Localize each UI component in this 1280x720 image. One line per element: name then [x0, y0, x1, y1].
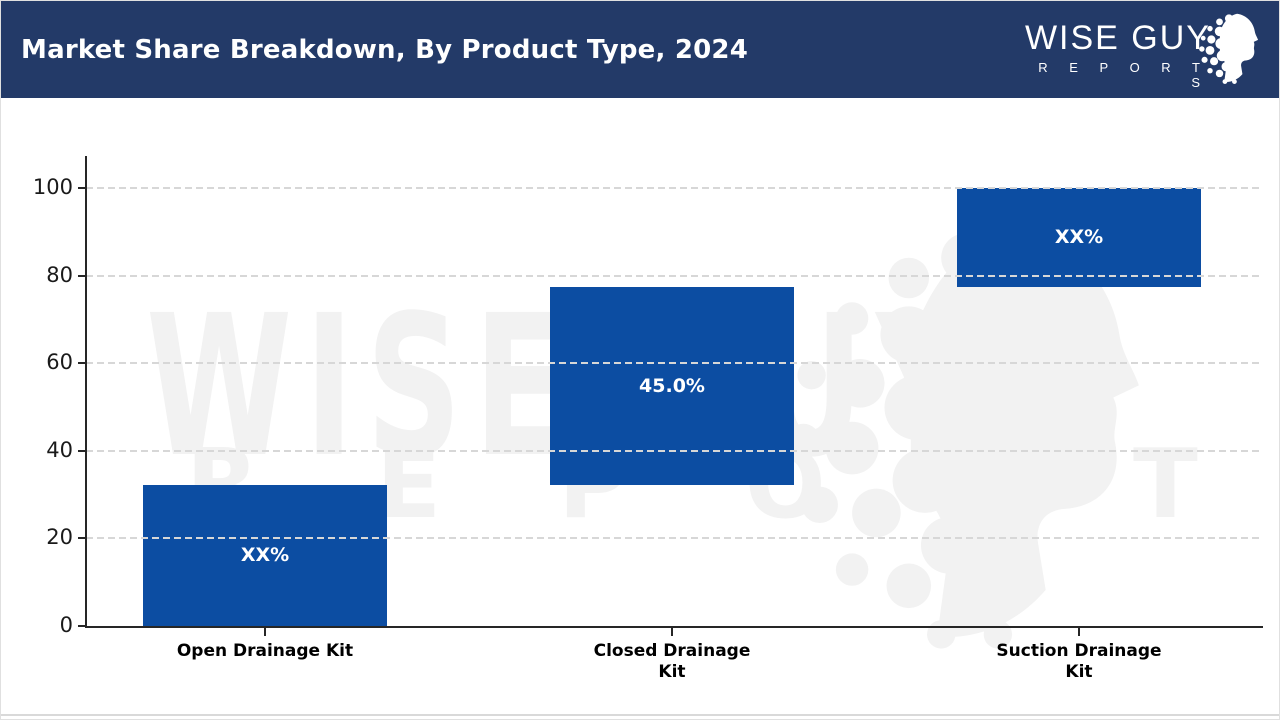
gridline-80 — [86, 274, 1263, 277]
y-tick-label-80: 80 — [46, 262, 73, 287]
chart-title: Market Share Breakdown, By Product Type,… — [21, 34, 748, 65]
bar-open-drainage-kit: XX% — [143, 484, 387, 626]
y-tick-label-60: 60 — [46, 350, 73, 375]
wiseguy-face-icon — [1195, 11, 1263, 87]
y-tick-mark-100 — [78, 187, 85, 189]
x-axis-line — [85, 626, 1263, 628]
y-tick-label-20: 20 — [46, 525, 73, 550]
logo-text: WISE GUY R E P O R T S — [1021, 21, 1211, 90]
y-tick-mark-20 — [78, 537, 85, 540]
y-tick-label-0: 0 — [59, 613, 73, 637]
y-tick-label-100: 100 — [32, 175, 73, 199]
logo-wordmark: WISE GUY — [1024, 19, 1211, 57]
header: Market Share Breakdown, By Product Type,… — [1, 1, 1279, 98]
gridline-40 — [86, 449, 1263, 452]
x-category-label-line: Open Drainage Kit — [176, 641, 354, 661]
y-tick-mark-0 — [78, 625, 85, 627]
x-tick-mark-0 — [264, 628, 266, 636]
x-category-label-line: Closed Drainage — [593, 641, 751, 661]
wiseguy-logo: WISE GUY R E P O R T S — [1021, 1, 1271, 98]
x-tick-mark-1 — [671, 628, 673, 636]
bar-value-label: XX% — [1054, 226, 1104, 249]
y-axis-line — [85, 156, 87, 628]
gridline-100 — [86, 187, 1263, 189]
x-category-label-0: Open Drainage Kit — [135, 641, 395, 662]
x-category-label-1: Closed Drainage Kit — [542, 641, 802, 683]
bar-value-label: 45.0% — [639, 374, 705, 397]
y-tick-label-40: 40 — [46, 437, 73, 462]
y-tick-mark-80 — [78, 274, 85, 277]
logo-subtext: R E P O R T S — [1038, 60, 1209, 90]
bar-closed-drainage-kit: 45.0% — [550, 287, 794, 485]
gridline-20 — [86, 537, 1263, 540]
x-tick-mark-2 — [1078, 628, 1080, 636]
x-category-label-2: Suction Drainage Kit — [949, 641, 1209, 683]
gridline-60 — [86, 362, 1263, 365]
bar-value-label: XX% — [240, 544, 290, 567]
bar-suction-drainage-kit: XX% — [957, 188, 1201, 287]
x-category-label-line: Kit — [1065, 662, 1093, 682]
y-tick-mark-40 — [78, 449, 85, 452]
bottom-divider — [1, 714, 1279, 716]
x-category-label-line: Kit — [658, 662, 686, 682]
x-category-label-line: Suction Drainage — [996, 641, 1162, 661]
y-tick-mark-60 — [78, 362, 85, 365]
